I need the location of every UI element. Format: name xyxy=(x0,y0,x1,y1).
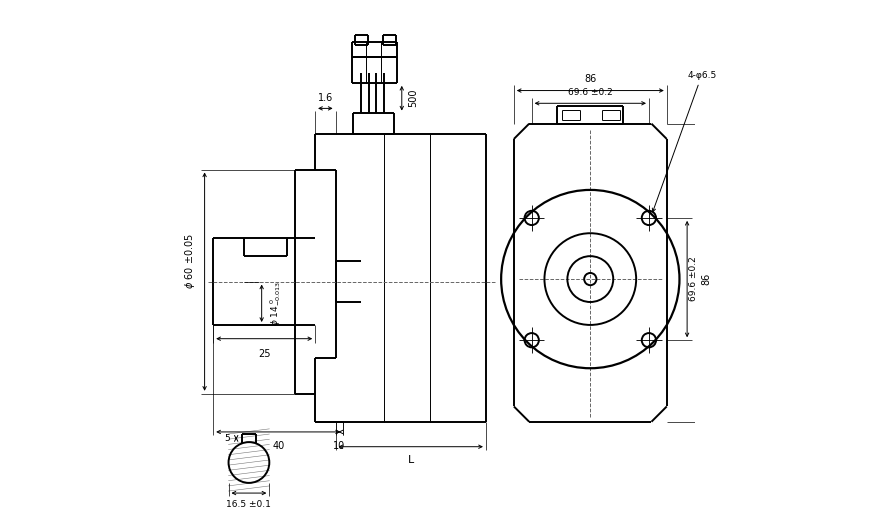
Text: 10: 10 xyxy=(334,441,346,450)
Text: 16.5 ±0.1: 16.5 ±0.1 xyxy=(226,500,271,509)
Text: $\phi$ 60 ±0.05: $\phi$ 60 ±0.05 xyxy=(183,233,197,289)
Text: 1.6: 1.6 xyxy=(318,93,333,103)
Text: 40: 40 xyxy=(272,441,284,450)
Text: 4-φ6.5: 4-φ6.5 xyxy=(652,71,716,212)
Text: $\phi$ 14$^{\ 0}_{-0.013}$: $\phi$ 14$^{\ 0}_{-0.013}$ xyxy=(268,281,283,326)
Text: L: L xyxy=(407,455,414,465)
Text: 86: 86 xyxy=(701,273,711,285)
Text: 69.6 ±0.2: 69.6 ±0.2 xyxy=(568,88,612,96)
Text: 25: 25 xyxy=(258,349,270,359)
Text: 500: 500 xyxy=(408,89,418,107)
Text: 5: 5 xyxy=(224,434,230,443)
Text: 69.6 ±0.2: 69.6 ±0.2 xyxy=(689,256,698,302)
Text: 86: 86 xyxy=(584,74,597,84)
